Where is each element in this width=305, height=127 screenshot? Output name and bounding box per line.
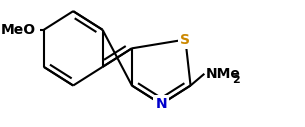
Text: NMe: NMe [206,67,241,81]
Text: MeO: MeO [1,23,36,37]
Text: 2: 2 [232,75,240,85]
Text: N: N [156,97,167,111]
Text: S: S [180,33,190,46]
